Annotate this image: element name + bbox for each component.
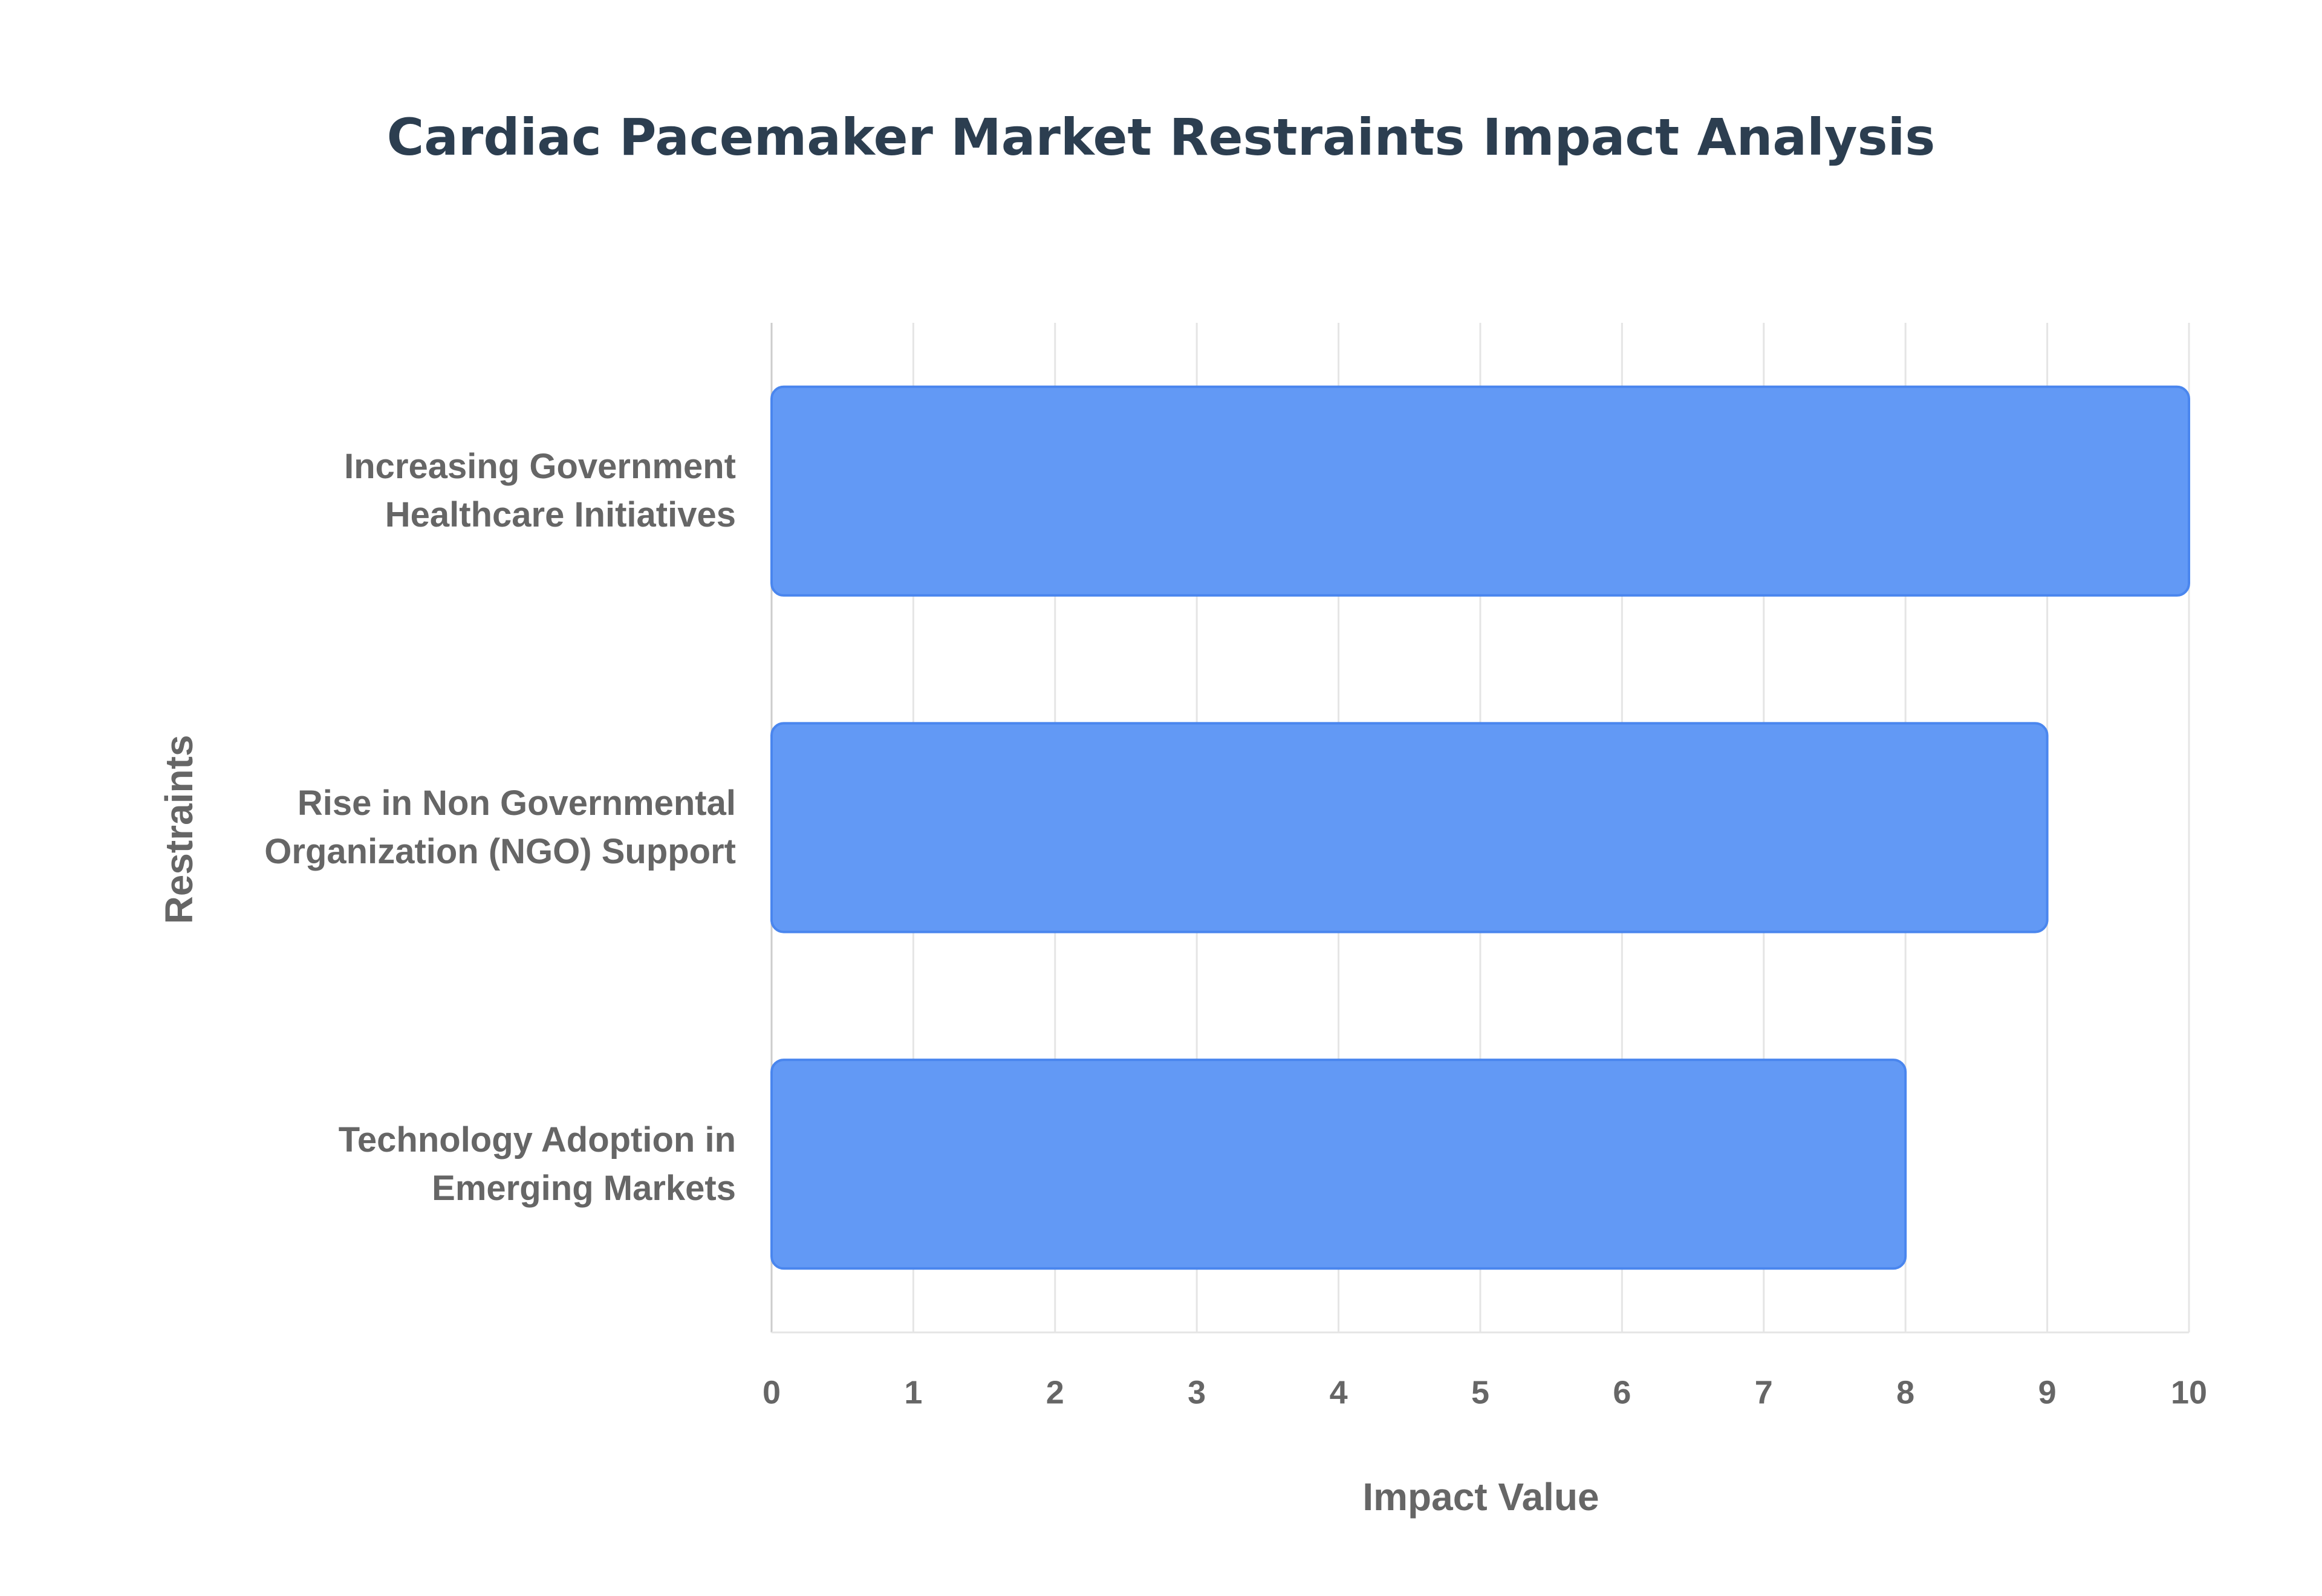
x-tick-label: 3	[1188, 1374, 1206, 1410]
bar	[770, 722, 2049, 933]
y-axis-title: Restraints	[157, 735, 201, 924]
x-tick-label: 2	[1046, 1374, 1064, 1410]
bar	[770, 385, 2190, 597]
x-tick-label: 8	[1896, 1374, 1914, 1410]
chart-title: Cardiac Pacemaker Market Restraints Impa…	[387, 108, 1936, 167]
x-axis-title: Impact Value	[1362, 1475, 1599, 1519]
x-tick-label: 0	[763, 1374, 781, 1410]
x-tick-label: 5	[1471, 1374, 1489, 1410]
y-tick-label: Increasing Government Healthcare Initiat…	[344, 447, 736, 535]
x-tick-label: 10	[2171, 1374, 2207, 1410]
y-tick-label: Technology Adoption in Emerging Markets	[338, 1120, 736, 1208]
x-tick-label: 9	[2038, 1374, 2057, 1410]
x-tick-label: 4	[1330, 1374, 1348, 1410]
x-tick-label: 6	[1613, 1374, 1631, 1410]
bar	[770, 1059, 1907, 1270]
y-tick-label: Rise in Non Governmental Organization (N…	[264, 783, 736, 871]
x-tick-label: 7	[1755, 1374, 1773, 1410]
x-tick-label: 1	[904, 1374, 922, 1410]
